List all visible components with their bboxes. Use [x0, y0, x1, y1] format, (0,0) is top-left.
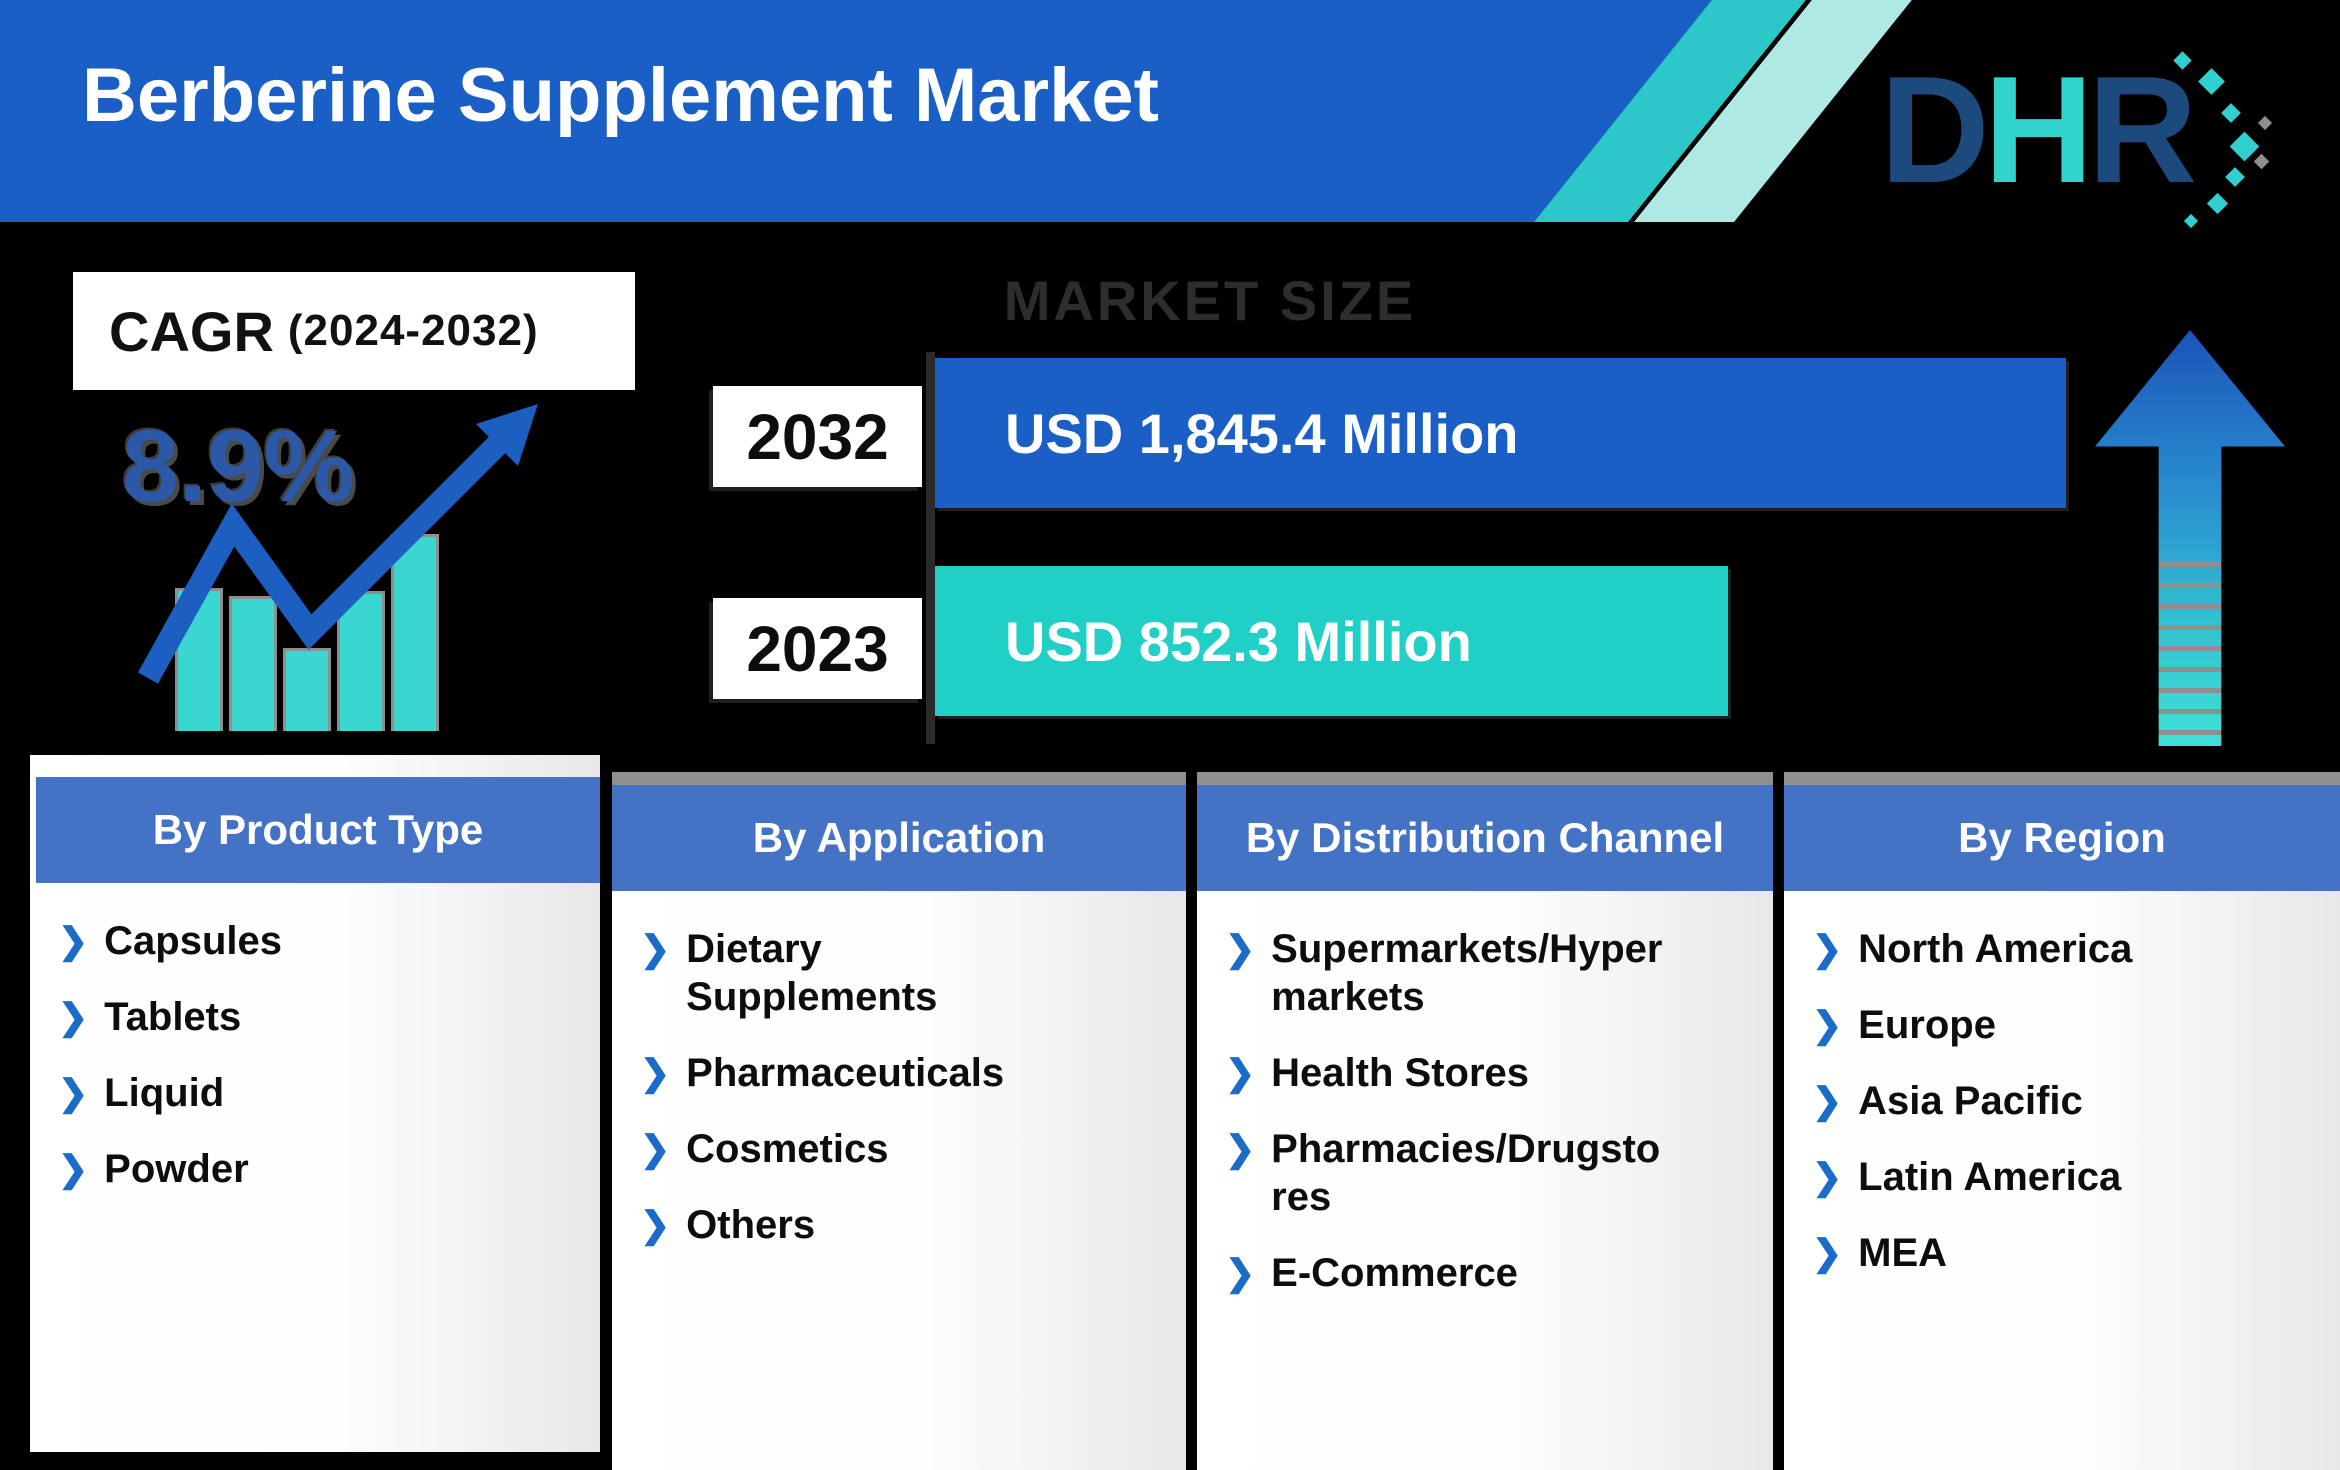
segment-column-application: By Application ❯ Dietary Supplements ❯ Phar…	[612, 772, 1186, 1470]
cagr-label: CAGR	[109, 299, 274, 363]
chevron-right-icon: ❯	[58, 996, 89, 1037]
chevron-right-icon: ❯	[1812, 1004, 1843, 1045]
mini-trend-bars	[175, 520, 445, 731]
mini-bar	[337, 591, 385, 731]
chevron-right-icon: ❯	[1812, 1156, 1843, 1197]
chevron-right-icon: ❯	[640, 1128, 671, 1169]
market-size-heading: MARKET SIZE	[1003, 269, 1417, 332]
chart-axis	[926, 352, 935, 744]
top-banner	[0, 0, 1712, 222]
chevron-right-icon: ❯	[1225, 1052, 1256, 1093]
mini-bar	[391, 534, 439, 731]
bar-2032: USD 1,845.4 Million	[935, 358, 2066, 508]
column-header: By Product Type	[36, 777, 600, 883]
chevron-right-icon: ❯	[1225, 928, 1256, 969]
mini-bar	[283, 648, 331, 731]
list-item: ❯ Liquid	[58, 1071, 225, 1115]
list-item: ❯ Pharmaceuticals	[640, 1051, 1005, 1095]
column-header: By Distribution Channel	[1197, 785, 1773, 891]
dhr-logo: DHR	[1880, 45, 2320, 229]
segment-list: ❯ North America ❯ Europe ❯ Asia Pacific ❯ Latin…	[1784, 891, 2340, 1277]
list-item: ❯ Cosmetics	[640, 1127, 889, 1171]
sparkle-icon	[2257, 115, 2273, 131]
list-item: ❯ Asia Pacific	[1812, 1079, 2083, 1123]
chevron-right-icon: ❯	[1225, 1252, 1256, 1293]
sparkle-icon	[2183, 213, 2199, 229]
list-item: ❯ Tablets	[58, 995, 242, 1039]
cagr-value: 8.9%	[122, 409, 355, 523]
chevron-right-icon: ❯	[1812, 1080, 1843, 1121]
sparkle-icon	[2221, 103, 2241, 123]
segment-column-region: By Region ❯ North America ❯ Europe ❯ Asia Pac…	[1784, 772, 2340, 1470]
sparkle-icon	[2229, 131, 2260, 162]
list-item: ❯ E-Commerce	[1225, 1251, 1518, 1295]
list-item: ❯ Dietary Supplements	[640, 927, 938, 1019]
list-item: ❯ Latin America	[1812, 1155, 2122, 1199]
cagr-period: (2024-2032)	[287, 306, 539, 355]
sparkle-icon	[2206, 192, 2229, 215]
up-arrow-stripes	[2152, 546, 2228, 746]
segment-list: ❯ Supermarkets/Hyper markets ❯ Health Store…	[1197, 891, 1773, 1297]
column-header: By Application	[612, 785, 1186, 891]
list-item: ❯ Others	[640, 1203, 816, 1247]
page-title: Berberine Supplement Market	[82, 53, 1159, 138]
sparkle-icon	[2225, 167, 2245, 187]
segment-column-product-type: By Product Type ❯ Capsules ❯ Tablets ❯ Liquid…	[30, 755, 600, 1452]
chevron-right-icon: ❯	[1812, 1232, 1843, 1273]
trend-arrow-icon	[137, 404, 538, 684]
year-label-2023: 2023	[713, 598, 922, 699]
list-item: ❯ Powder	[58, 1147, 249, 1191]
list-item: ❯ Pharmacies/Drugsto res	[1225, 1127, 1661, 1219]
mini-bar	[229, 596, 277, 731]
list-item: ❯ MEA	[1812, 1231, 1948, 1275]
list-item: ❯ Supermarkets/Hyper markets	[1225, 927, 1663, 1019]
segment-column-distribution-channel: By Distribution Channel ❯ Supermarkets/Hy…	[1197, 772, 1773, 1470]
sparkle-icon	[2253, 153, 2270, 170]
segment-list: ❯ Dietary Supplements ❯ Pharmaceuticals ❯ Cos…	[612, 891, 1186, 1249]
bar-2023: USD 852.3 Million	[935, 566, 1728, 716]
list-item: ❯ Capsules	[58, 919, 283, 963]
cagr-box: CAGR (2024-2032)	[73, 272, 635, 390]
year-label-2032: 2032	[713, 386, 922, 487]
segment-list: ❯ Capsules ❯ Tablets ❯ Liquid ❯ Powder	[30, 883, 600, 1193]
list-item: ❯ Health Stores	[1225, 1051, 1530, 1095]
list-item: ❯ Europe	[1812, 1003, 1996, 1047]
chevron-right-icon: ❯	[1225, 1128, 1256, 1169]
chevron-right-icon: ❯	[58, 1148, 89, 1189]
up-arrow-icon	[2095, 330, 2285, 746]
chevron-right-icon: ❯	[58, 920, 89, 961]
chevron-right-icon: ❯	[58, 1072, 89, 1113]
dhr-logo-letters: DHR	[1880, 45, 2197, 215]
chevron-right-icon: ❯	[640, 928, 671, 969]
chevron-right-icon: ❯	[640, 1204, 671, 1245]
column-header: By Region	[1784, 785, 2340, 891]
chevron-right-icon: ❯	[640, 1052, 671, 1093]
list-item: ❯ North America	[1812, 927, 2133, 971]
sparkle-icon	[2198, 68, 2225, 95]
chevron-right-icon: ❯	[1812, 928, 1843, 969]
